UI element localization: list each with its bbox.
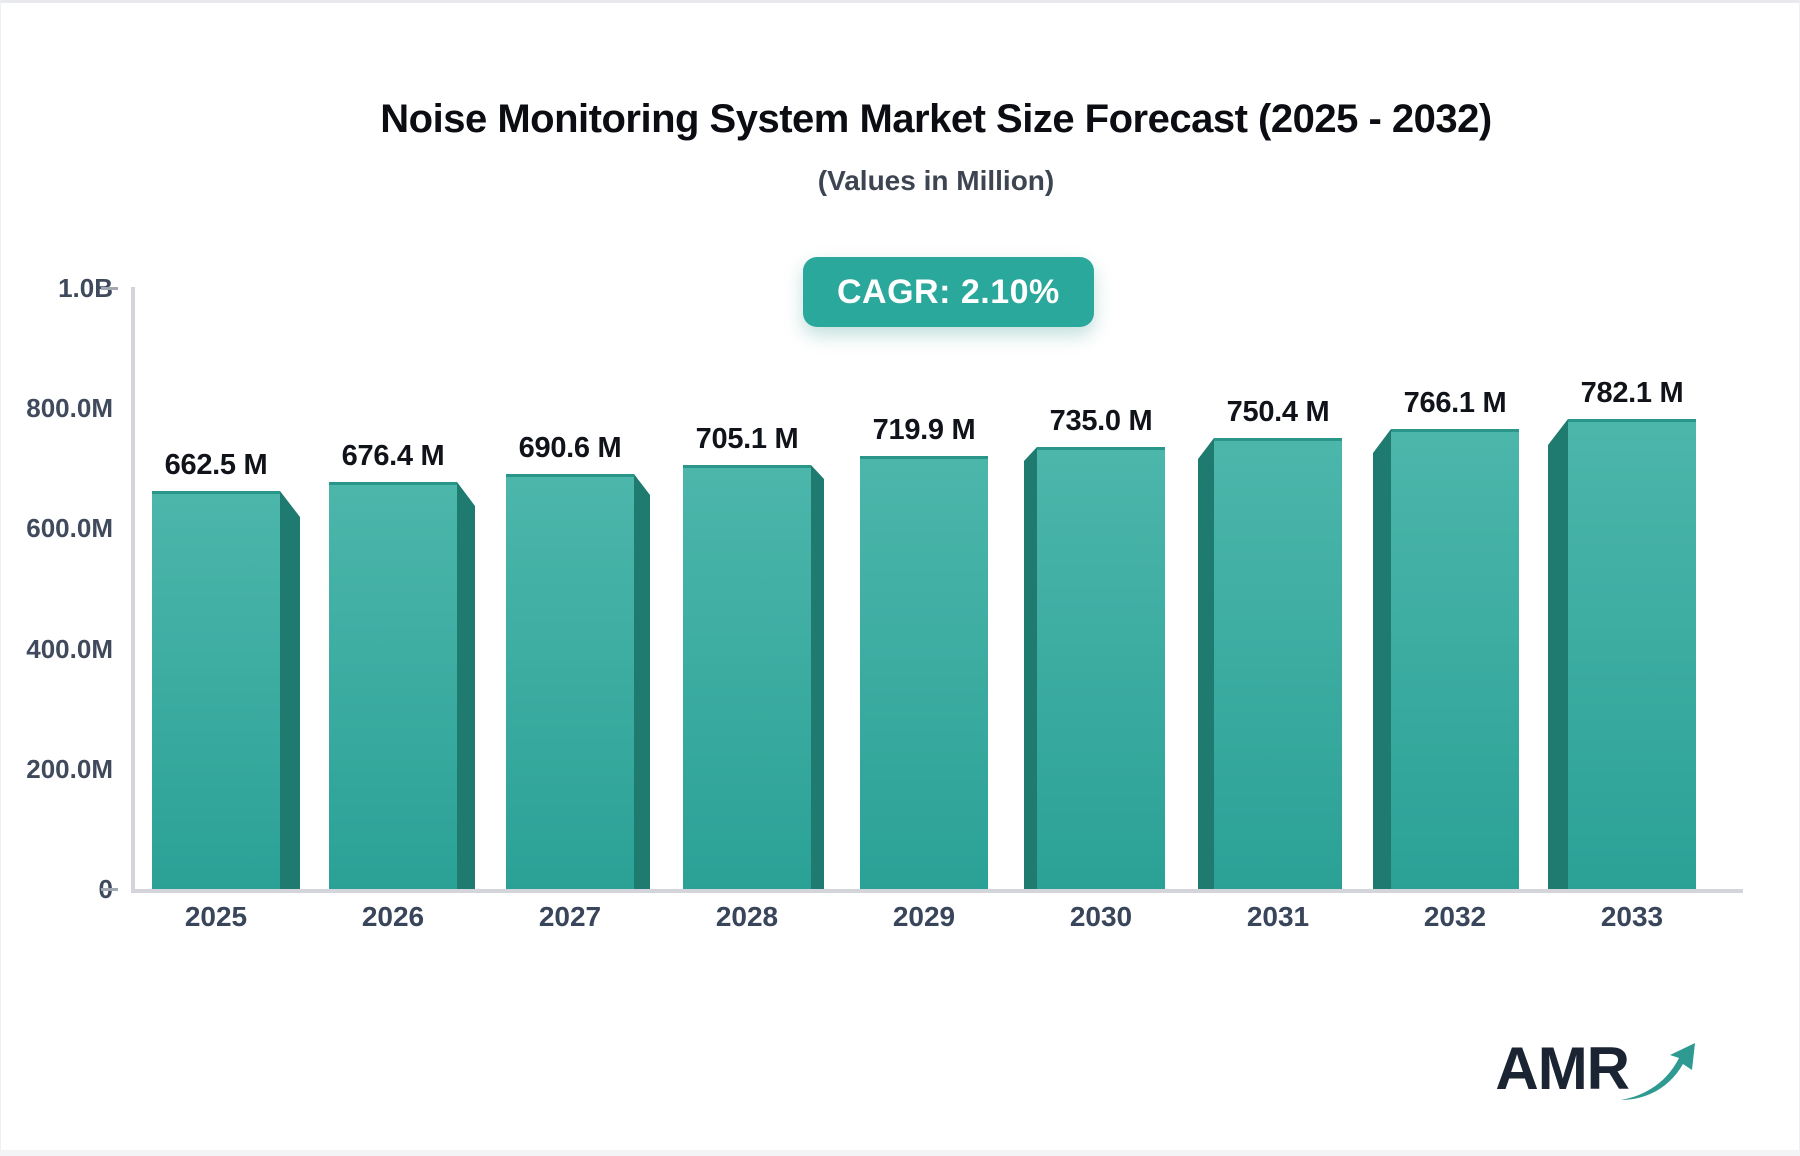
- y-tick-label: 200.0M: [26, 753, 113, 784]
- x-axis-baseline: [131, 889, 1743, 893]
- bar-2025: [152, 491, 280, 889]
- bar-side-shade: [1198, 438, 1214, 889]
- bar-side-shade: [634, 474, 650, 889]
- bar-side-shade: [811, 465, 824, 889]
- bar-value-label: 719.9 M: [872, 414, 976, 446]
- x-tick-label-2031: 2031: [1246, 901, 1310, 932]
- x-tick-label-2028: 2028: [715, 901, 779, 932]
- y-tick-label: 0: [17, 876, 113, 902]
- brand-logo: AMR: [1495, 1035, 1703, 1106]
- bar-2031: [1214, 438, 1342, 889]
- cagr-badge-label: CAGR: 2.10%: [837, 272, 1060, 311]
- y-tick-label: 1.0B: [58, 273, 113, 303]
- y-axis-line: [131, 287, 135, 893]
- y-tick-mark: [101, 287, 118, 290]
- bar-2032: [1391, 429, 1519, 889]
- bar-2029: [860, 456, 988, 889]
- bar-side-shade: [1548, 419, 1568, 889]
- bar-side-shade: [280, 491, 300, 889]
- chart-subtitle: (Values in Million): [817, 165, 1055, 196]
- bar-side-shade: [1373, 429, 1391, 889]
- growth-arrow-icon: [1621, 1043, 1695, 1100]
- bar-value-label: 766.1 M: [1403, 387, 1507, 419]
- bar-2027: [506, 474, 634, 889]
- bar-side-shade: [457, 482, 475, 889]
- cagr-badge: CAGR: 2.10%: [803, 257, 1094, 327]
- bar-2033: [1568, 419, 1696, 889]
- brand-logo-text: AMR: [1495, 1035, 1630, 1102]
- chart-title: Noise Monitoring System Market Size Fore…: [380, 97, 1492, 141]
- bar-value-label: 750.4 M: [1226, 396, 1330, 428]
- y-tick-label: 400.0M: [26, 633, 113, 664]
- x-tick-label-2030: 2030: [1069, 901, 1133, 932]
- bar-value-label: 735.0 M: [1049, 405, 1153, 437]
- bar-value-label: 662.5 M: [164, 449, 268, 481]
- x-tick-label-2025: 2025: [184, 901, 248, 932]
- bar-value-label: 782.1 M: [1580, 377, 1684, 409]
- x-tick-label-2027: 2027: [538, 901, 602, 932]
- bar-2026: [329, 482, 457, 889]
- bar-value-label: 690.6 M: [518, 432, 622, 464]
- bar-value-label: 676.4 M: [341, 440, 445, 472]
- x-tick-label-2033: 2033: [1600, 901, 1664, 932]
- bar-side-shade: [1024, 447, 1037, 889]
- bar-2030: [1037, 447, 1165, 889]
- bar-value-label: 705.1 M: [695, 423, 799, 455]
- y-tick-label: 600.0M: [26, 513, 113, 544]
- y-tick-label: 800.0M: [26, 393, 113, 424]
- y-tick-mark: [101, 888, 118, 891]
- x-tick-label-2029: 2029: [892, 901, 956, 932]
- x-tick-label-2032: 2032: [1423, 901, 1487, 932]
- bar-2028: [683, 465, 811, 889]
- x-tick-label-2026: 2026: [361, 901, 425, 932]
